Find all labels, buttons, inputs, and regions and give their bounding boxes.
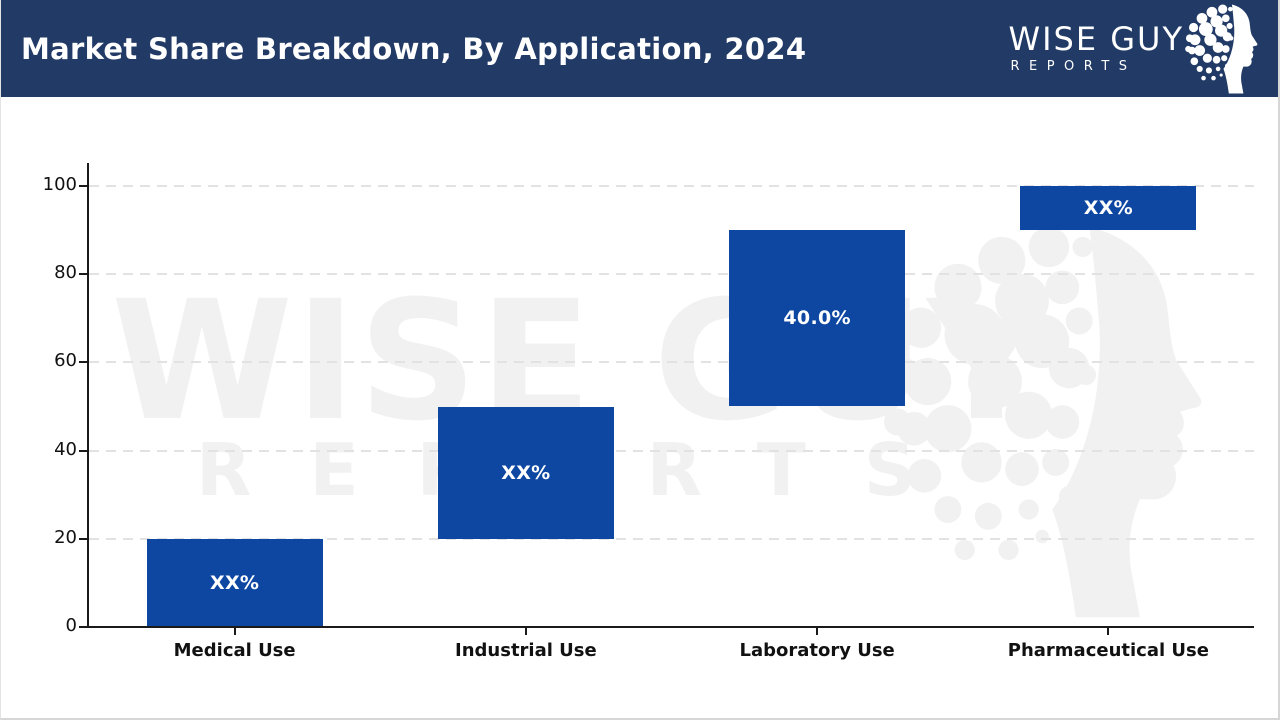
y-tick-label-80: 80 bbox=[54, 262, 77, 284]
bar-laboratory-use: 40.0% bbox=[729, 230, 906, 407]
gridline-60 bbox=[89, 361, 1254, 364]
x-tick-pharmaceutical-use bbox=[1107, 628, 1110, 635]
x-axis-label-medical-use: Medical Use bbox=[173, 640, 296, 661]
y-tick-0 bbox=[79, 626, 87, 628]
y-tick-label-20: 20 bbox=[54, 526, 77, 548]
gridline-80 bbox=[89, 273, 1254, 276]
brand-logo: WISE GUY REPORTS bbox=[1008, 3, 1268, 95]
x-tick-laboratory-use bbox=[816, 628, 819, 635]
y-tick-label-60: 60 bbox=[54, 350, 77, 372]
gridline-20 bbox=[89, 537, 1254, 540]
gridline-40 bbox=[89, 449, 1254, 452]
logo-wiseguy-label: WISE GUY bbox=[1008, 20, 1184, 58]
bar-pharmaceutical-use: XX% bbox=[1020, 186, 1197, 231]
y-tick-label-40: 40 bbox=[54, 438, 77, 460]
x-tick-medical-use bbox=[233, 628, 236, 635]
y-tick-60 bbox=[79, 361, 87, 364]
bar-value-label: XX% bbox=[1083, 197, 1133, 220]
brand-logo-text: WISE GUY REPORTS bbox=[1008, 23, 1184, 74]
bar-value-label: 40.0% bbox=[783, 307, 851, 330]
y-tick-80 bbox=[79, 273, 87, 276]
logo-reports-label: REPORTS bbox=[1010, 59, 1137, 74]
bar-value-label: XX% bbox=[501, 461, 551, 484]
y-tick-40 bbox=[79, 449, 87, 452]
y-axis-spine bbox=[87, 163, 89, 628]
page-title: Market Share Breakdown, By Application, … bbox=[21, 31, 807, 66]
x-tick-industrial-use bbox=[524, 628, 527, 635]
y-tick-100 bbox=[79, 185, 87, 187]
y-tick-label-0: 0 bbox=[65, 615, 77, 636]
y-tick-label-100: 100 bbox=[42, 174, 77, 195]
x-axis-label-laboratory-use: Laboratory Use bbox=[739, 640, 895, 661]
header: Market Share Breakdown, By Application, … bbox=[1, 0, 1278, 97]
x-axis-label-pharmaceutical-use: Pharmaceutical Use bbox=[1007, 640, 1209, 661]
bar-medical-use: XX% bbox=[146, 538, 323, 627]
x-axis-spine bbox=[87, 626, 1254, 628]
bar-industrial-use: XX% bbox=[437, 406, 614, 539]
y-tick-20 bbox=[79, 537, 87, 540]
bar-value-label: XX% bbox=[210, 571, 260, 594]
gridline-100 bbox=[89, 185, 1254, 187]
x-axis-label-industrial-use: Industrial Use bbox=[455, 640, 597, 661]
